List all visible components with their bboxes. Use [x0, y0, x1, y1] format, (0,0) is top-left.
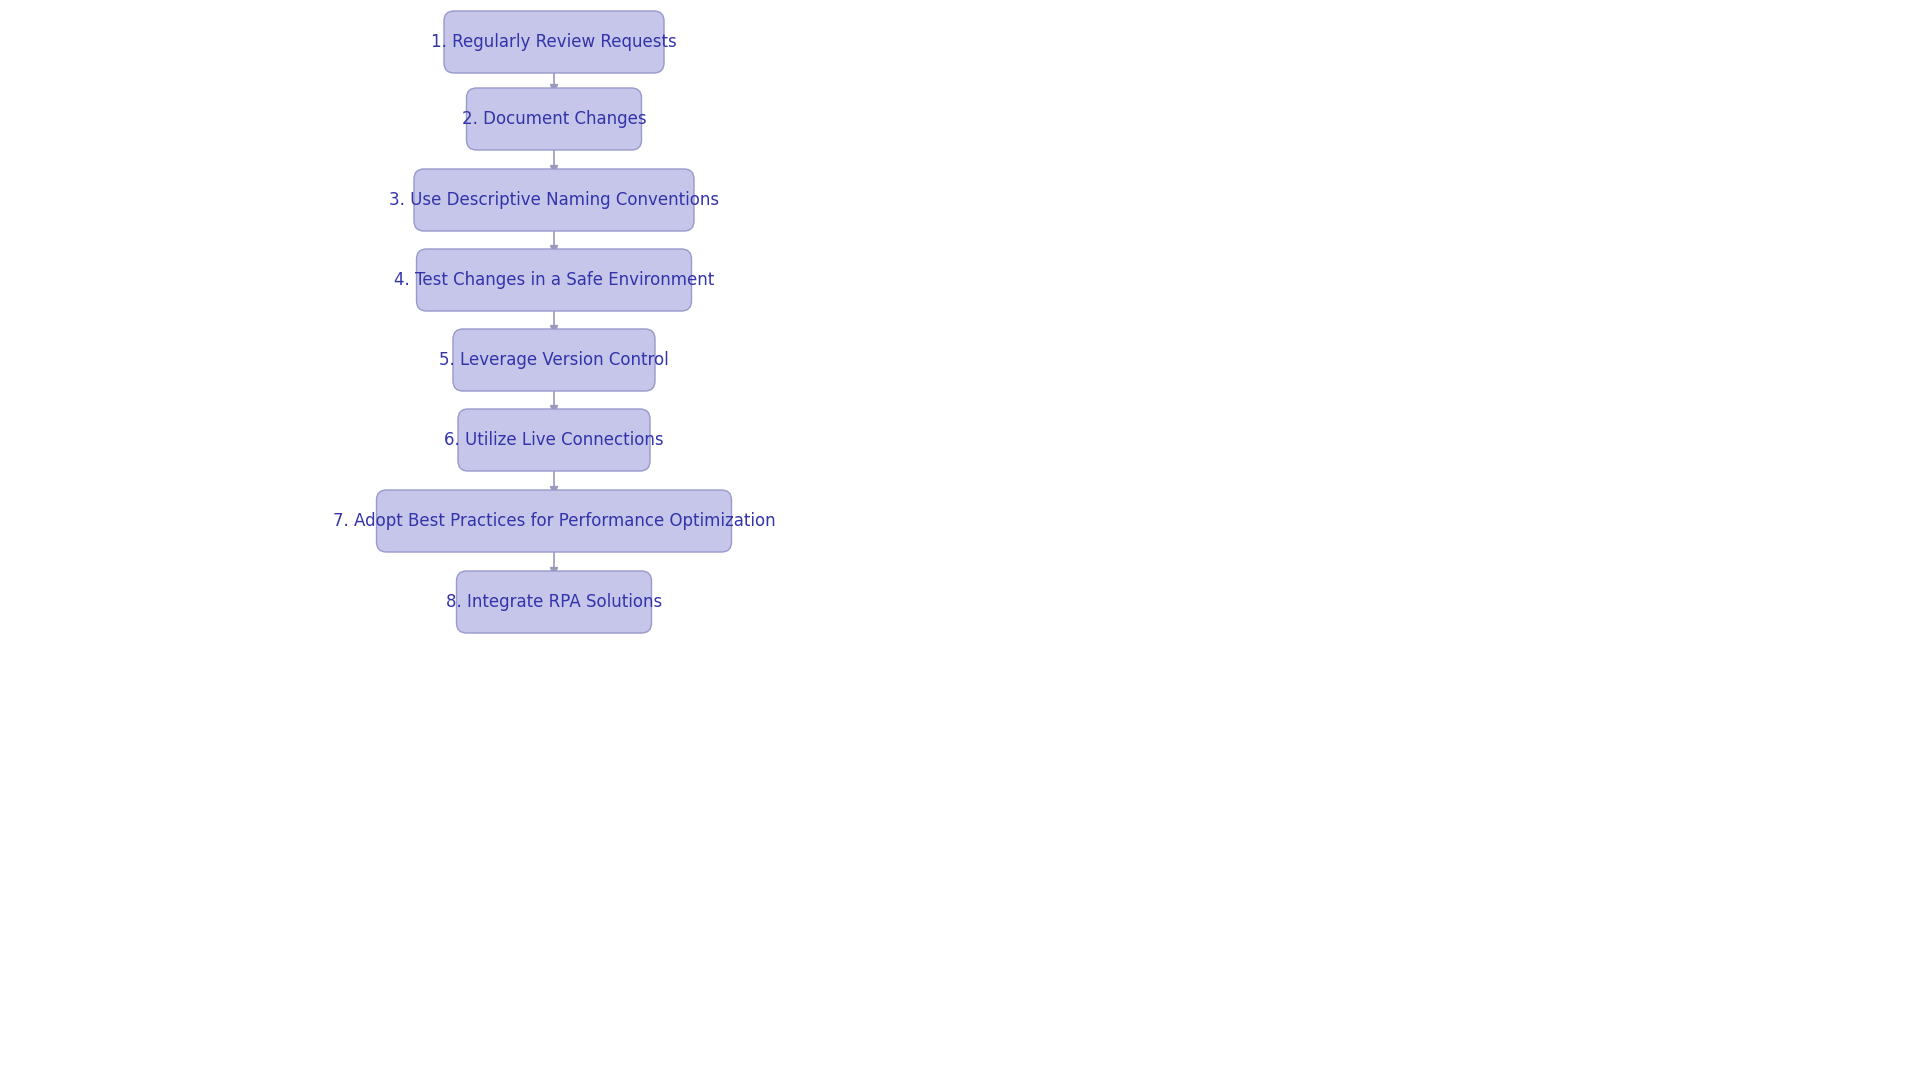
FancyBboxPatch shape [459, 409, 651, 471]
FancyBboxPatch shape [457, 571, 651, 632]
Text: 4. Test Changes in a Safe Environment: 4. Test Changes in a Safe Environment [394, 271, 714, 289]
Text: 5. Leverage Version Control: 5. Leverage Version Control [440, 351, 668, 369]
FancyBboxPatch shape [415, 169, 693, 231]
Text: 7. Adopt Best Practices for Performance Optimization: 7. Adopt Best Practices for Performance … [332, 512, 776, 530]
Text: 8. Integrate RPA Solutions: 8. Integrate RPA Solutions [445, 593, 662, 611]
FancyBboxPatch shape [453, 329, 655, 391]
FancyBboxPatch shape [444, 11, 664, 73]
FancyBboxPatch shape [376, 490, 732, 552]
FancyBboxPatch shape [467, 88, 641, 151]
FancyBboxPatch shape [417, 249, 691, 311]
Text: 3. Use Descriptive Naming Conventions: 3. Use Descriptive Naming Conventions [390, 191, 720, 209]
Text: 2. Document Changes: 2. Document Changes [461, 110, 647, 128]
Text: 1. Regularly Review Requests: 1. Regularly Review Requests [432, 32, 678, 51]
Text: 6. Utilize Live Connections: 6. Utilize Live Connections [444, 431, 664, 449]
